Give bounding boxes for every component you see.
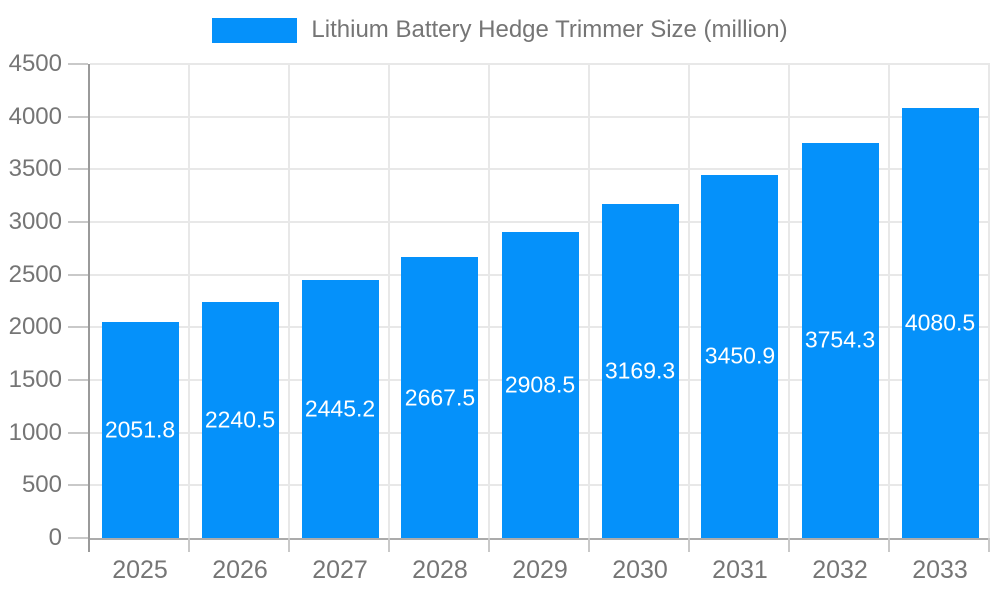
gridline-horizontal <box>90 63 990 65</box>
x-axis-tick <box>788 538 790 552</box>
category-column: 2445.2 2027 <box>290 64 390 583</box>
bar-value-label: 4080.5 <box>904 309 976 336</box>
y-axis-tick <box>68 326 88 329</box>
y-axis-tick <box>68 115 88 118</box>
bar-2030[interactable] <box>601 204 679 538</box>
category-column: 2667.5 2028 <box>390 64 490 583</box>
x-axis-tick <box>988 538 990 552</box>
y-axis-label: 1000 <box>8 418 62 446</box>
bar-value-label: 3754.3 <box>804 326 876 353</box>
gridline-vertical <box>287 64 290 538</box>
bar-2033[interactable] <box>901 108 979 538</box>
gridline-vertical <box>788 64 790 538</box>
gridline-vertical <box>588 64 590 538</box>
category-column: 4080.5 2033 <box>890 64 990 583</box>
x-axis-label: 2033 <box>912 556 968 584</box>
bar-value-label: 2240.5 <box>204 406 276 433</box>
x-axis-tick <box>387 538 390 552</box>
bar-2031[interactable] <box>701 174 779 538</box>
bar-2026[interactable] <box>201 302 279 538</box>
x-axis-tick <box>588 538 590 552</box>
x-axis-label: 2028 <box>412 556 468 584</box>
x-axis-label: 2030 <box>612 556 668 584</box>
gridline-vertical <box>187 64 190 538</box>
y-axis-tick <box>68 63 88 65</box>
category-column: 3754.3 2032 <box>790 64 890 583</box>
y-axis-label: 2000 <box>8 313 62 341</box>
y-axis-tick <box>68 379 88 382</box>
y-axis-tick <box>68 221 88 224</box>
x-axis-tick <box>687 538 690 552</box>
bar-2029[interactable] <box>501 231 579 538</box>
y-axis-label: 4000 <box>8 102 62 130</box>
x-axis-label: 2027 <box>312 556 368 584</box>
bar-2025[interactable] <box>101 321 179 538</box>
bar-value-label: 3169.3 <box>604 357 676 384</box>
y-axis-label: 1500 <box>8 366 62 394</box>
y-axis-tick <box>68 537 88 539</box>
gridline-horizontal <box>90 221 990 224</box>
y-axis-label: 500 <box>21 471 62 499</box>
gridline-vertical <box>487 64 490 538</box>
gridline-vertical <box>887 64 890 538</box>
x-axis-tick <box>887 538 890 552</box>
x-axis-label: 2026 <box>212 556 268 584</box>
x-axis-tick <box>487 538 490 552</box>
y-axis-label: 4500 <box>8 50 62 77</box>
legend-swatch-icon[interactable] <box>212 17 298 43</box>
bar-2032[interactable] <box>801 142 879 538</box>
plot-area: 0 500 1000 1500 2000 2500 3000 3500 4000 4500 2051… <box>9 52 990 583</box>
y-axis-label: 3000 <box>8 208 62 236</box>
bar-2027[interactable] <box>301 280 379 538</box>
y-axis-tick <box>68 273 88 276</box>
category-column: 2240.5 2026 <box>190 64 290 583</box>
category-column: 2051.8 2025 <box>90 64 190 583</box>
y-axis-label: 0 <box>48 524 62 551</box>
y-axis-label: 2500 <box>8 260 62 288</box>
x-axis-label: 2025 <box>112 556 168 584</box>
category-column: 3169.3 2030 <box>590 64 690 583</box>
x-axis-label: 2032 <box>812 556 868 584</box>
gridline-vertical <box>687 64 690 538</box>
gridline-horizontal <box>90 115 990 118</box>
bar-value-label: 2445.2 <box>304 395 376 422</box>
category-column: 3450.9 2031 <box>690 64 790 583</box>
gridline-vertical <box>387 64 390 538</box>
bar-2028[interactable] <box>401 257 479 538</box>
legend-label[interactable]: Lithium Battery Hedge Trimmer Size (mill… <box>311 16 788 43</box>
y-axis-label: 3500 <box>8 155 62 183</box>
bar-value-label: 2908.5 <box>504 371 576 398</box>
x-axis-label: 2029 <box>512 556 568 584</box>
y-axis-tick <box>68 484 88 487</box>
bar-value-label: 2051.8 <box>104 416 176 443</box>
bar-value-label: 3450.9 <box>704 342 776 369</box>
category-column: 2908.5 2029 <box>490 64 590 583</box>
x-axis-tick <box>88 538 90 552</box>
x-axis-tick <box>187 538 190 552</box>
gridline-horizontal <box>90 168 990 171</box>
bar-value-label: 2667.5 <box>404 384 476 411</box>
gridline-vertical <box>988 64 990 538</box>
legend: Lithium Battery Hedge Trimmer Size (mill… <box>0 16 1000 44</box>
x-axis-tick <box>287 538 290 552</box>
y-axis-tick <box>68 431 88 434</box>
y-axis-tick <box>68 168 88 171</box>
x-axis-label: 2031 <box>712 556 768 584</box>
